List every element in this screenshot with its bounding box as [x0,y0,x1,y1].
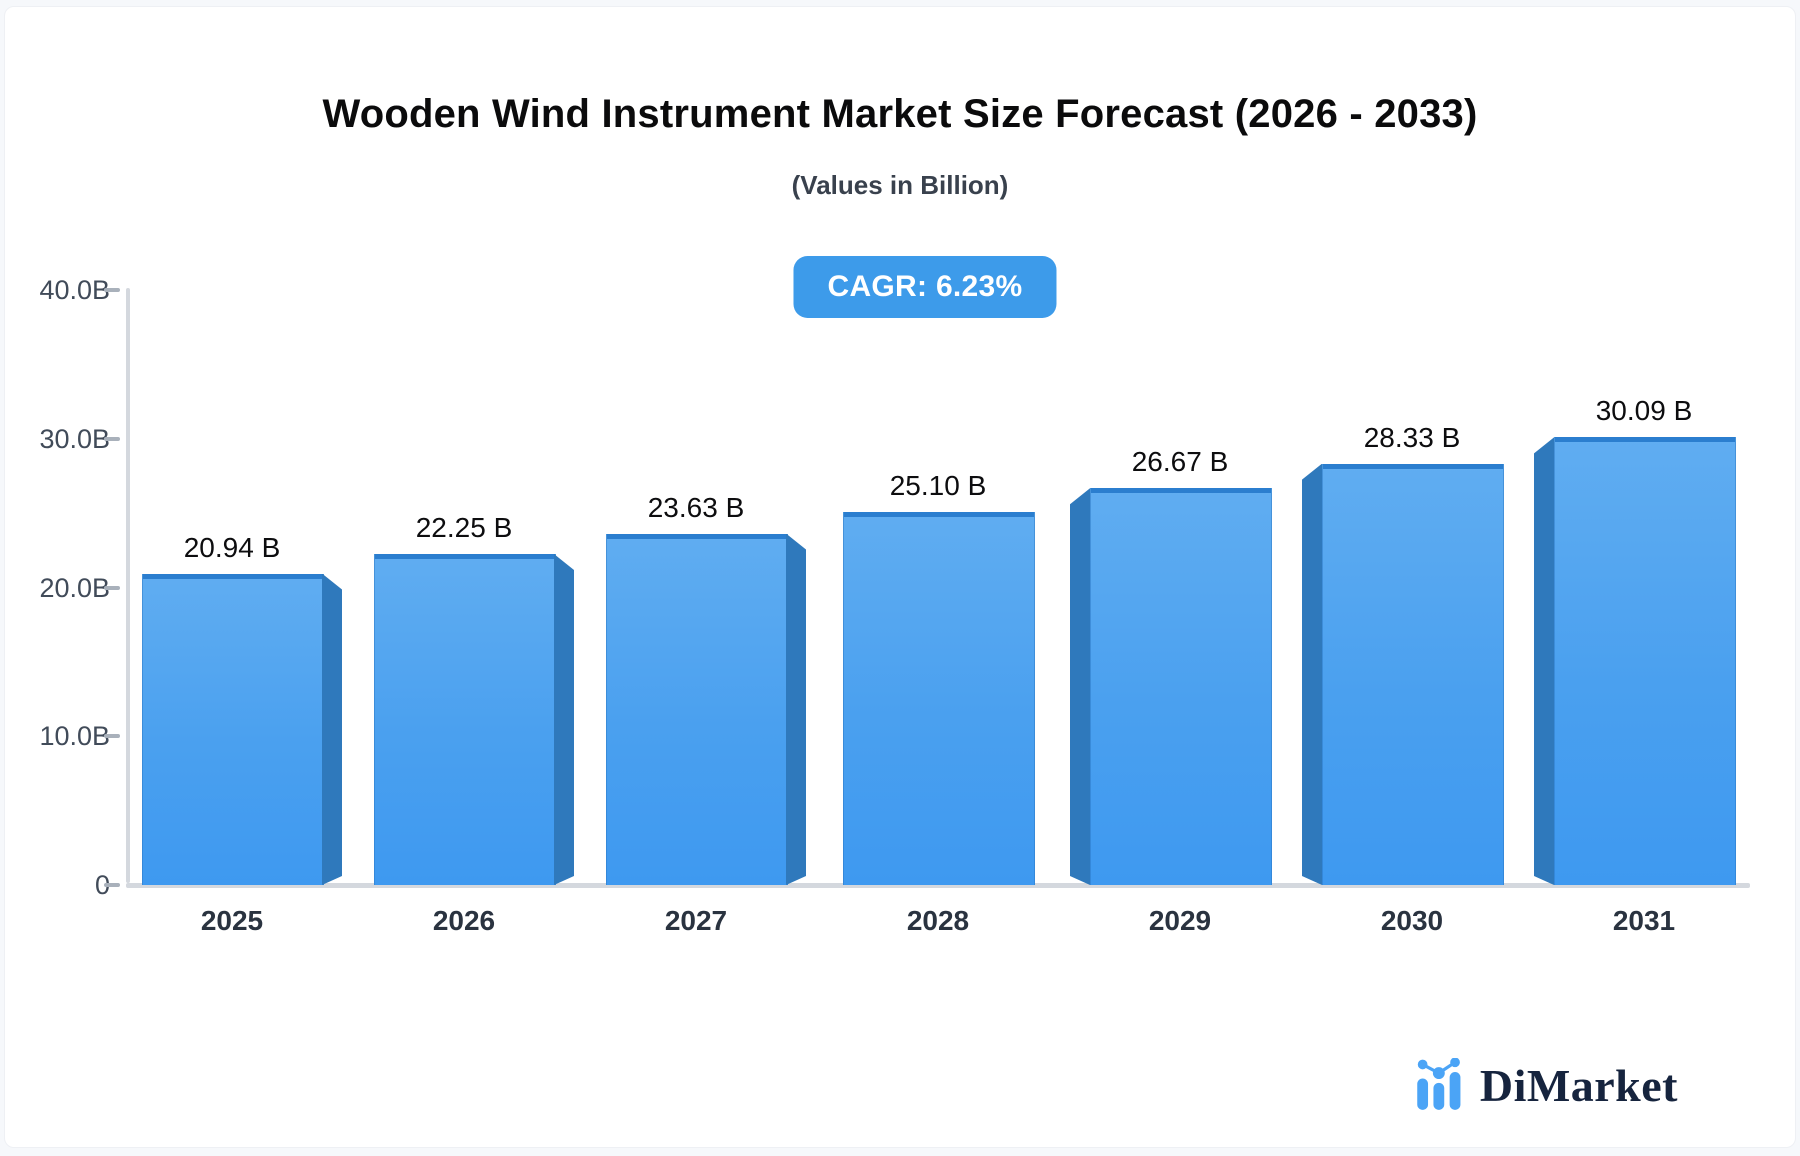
chart-subtitle: (Values in Billion) [791,170,1009,200]
bar [374,554,556,885]
bar-top-edge [607,533,787,539]
bar-value-label: 20.94 B [183,531,281,563]
bar [1090,488,1272,885]
chart-title: Wooden Wind Instrument Market Size Forec… [322,92,1478,136]
bar [843,511,1035,885]
x-axis-label: 2027 [664,905,728,936]
y-tick-mark [104,734,120,739]
bar [1322,463,1504,885]
bar-chart-logo-icon [1417,1058,1461,1110]
bar [606,533,788,885]
bar-side-face [1070,488,1090,885]
x-axis-label: 2026 [432,905,496,936]
y-tick-label: 0 [94,870,110,900]
y-tick-mark [104,436,120,441]
y-tick-mark [104,585,120,590]
bar-value-label: 28.33 B [1363,421,1461,453]
x-axis-line [126,883,1750,888]
y-tick-mark [104,288,120,292]
bar-value-label: 25.10 B [889,469,987,501]
bar-value-label: 23.63 B [647,491,745,523]
brand-logo-text: DiMarket [1479,1059,1678,1111]
bar-value-label: 22.25 B [415,512,513,544]
y-tick-label: 20.0B [39,572,110,603]
x-axis-label: 2030 [1380,905,1444,936]
bar-value-label: 30.09 B [1595,395,1693,427]
bar [1554,437,1736,885]
bar-top-edge [1555,437,1735,443]
x-axis-label: 2029 [1148,905,1212,936]
bar-top-edge [375,554,555,560]
y-axis-line [126,288,130,883]
y-tick-label: 10.0B [39,721,110,752]
bar-top-edge [1323,463,1503,469]
bar-side-face [554,554,574,885]
bar-top-edge [1091,488,1271,494]
bar-side-face [322,574,342,885]
y-tick-label: 30.0B [39,423,110,454]
bar-value-label: 26.67 B [1131,446,1229,478]
bar-top-edge [844,511,1034,517]
bar [142,573,324,885]
y-tick-mark [104,883,120,887]
x-axis-label: 2028 [906,905,970,936]
brand-logo: DiMarket [1416,1058,1678,1112]
bar-side-face [786,534,806,885]
bar-top-edge [143,573,323,579]
y-tick-label: 40.0B [39,275,110,305]
x-axis-label: 2031 [1612,905,1676,936]
x-axis-label: 2025 [200,905,264,936]
bar-side-face [1534,437,1554,885]
cagr-badge: CAGR: 6.23% [793,256,1057,318]
bar-side-face [1302,464,1322,885]
